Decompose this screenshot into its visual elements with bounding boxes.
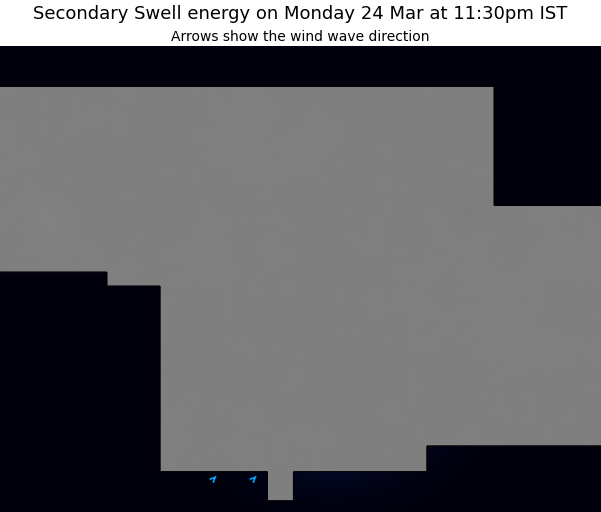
- Text: Secondary Swell energy on Monday 24 Mar at 11:30pm IST: Secondary Swell energy on Monday 24 Mar …: [33, 5, 568, 23]
- Text: Arrows show the wind wave direction: Arrows show the wind wave direction: [171, 30, 430, 44]
